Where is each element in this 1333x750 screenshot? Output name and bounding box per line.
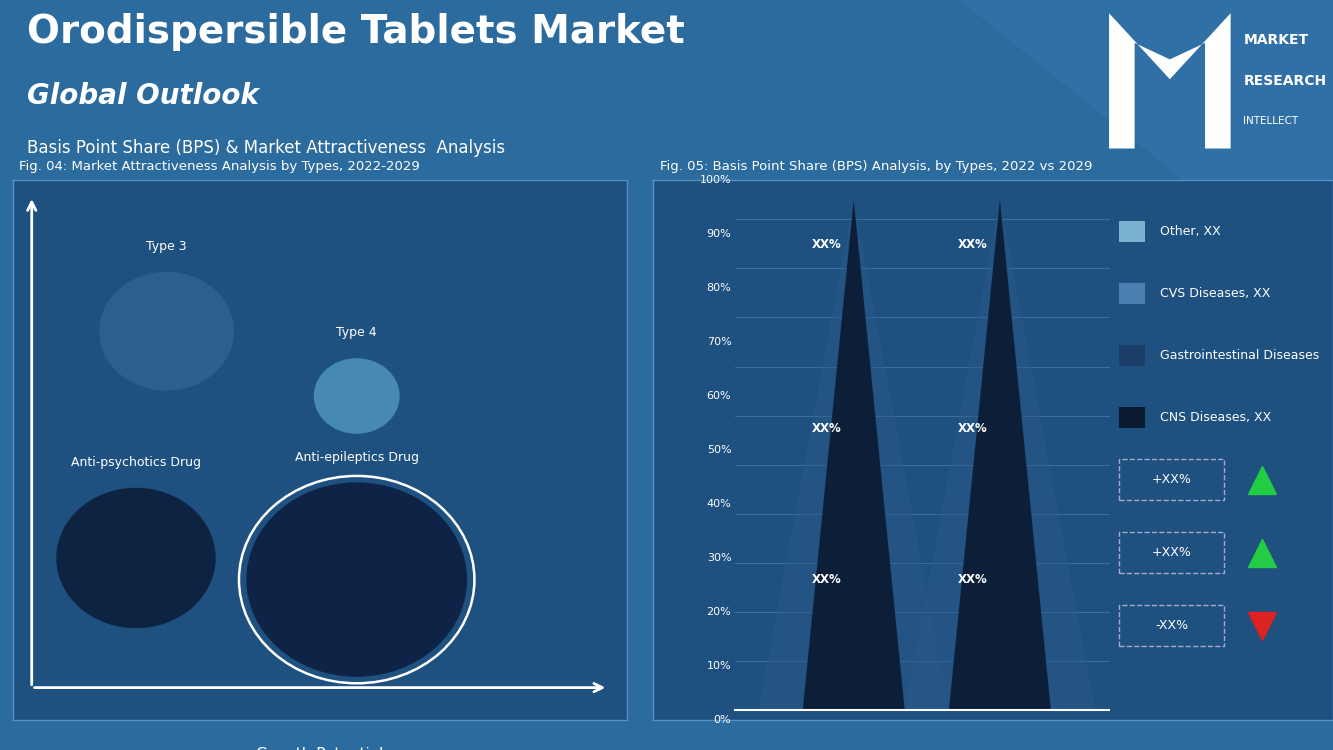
Text: Type 3: Type 3 xyxy=(147,240,187,253)
Text: Gastrointestinal Diseases: Gastrointestinal Diseases xyxy=(1160,349,1318,362)
Text: -XX%: -XX% xyxy=(1154,619,1188,632)
Text: +XX%: +XX% xyxy=(1152,473,1192,486)
Bar xyxy=(1118,221,1145,242)
Text: 10%: 10% xyxy=(706,661,732,671)
Polygon shape xyxy=(758,200,949,710)
Polygon shape xyxy=(960,0,1333,300)
Circle shape xyxy=(247,482,467,676)
Polygon shape xyxy=(949,200,1050,710)
Bar xyxy=(1118,284,1145,304)
Text: XX%: XX% xyxy=(958,573,988,586)
Text: XX%: XX% xyxy=(812,573,841,586)
Bar xyxy=(1118,345,1145,366)
Text: Anti-psychotics Drug: Anti-psychotics Drug xyxy=(71,456,201,469)
Bar xyxy=(1118,407,1145,428)
Text: Other, XX: Other, XX xyxy=(1160,225,1221,238)
Text: Orodispersible Tablets Market: Orodispersible Tablets Market xyxy=(27,13,684,51)
Text: RESEARCH: RESEARCH xyxy=(1244,74,1326,88)
Text: XX%: XX% xyxy=(812,422,841,435)
Text: 90%: 90% xyxy=(706,229,732,239)
Polygon shape xyxy=(1109,13,1230,149)
Text: 100%: 100% xyxy=(700,175,732,185)
Text: Basis Point Share (BPS) & Market Attractiveness  Analysis: Basis Point Share (BPS) & Market Attract… xyxy=(27,139,505,157)
Text: 0%: 0% xyxy=(713,715,732,725)
Text: XX%: XX% xyxy=(812,238,841,251)
Text: MARKET: MARKET xyxy=(1244,33,1309,47)
Circle shape xyxy=(56,488,216,628)
Text: +XX%: +XX% xyxy=(1152,546,1192,559)
Text: XX%: XX% xyxy=(958,422,988,435)
Text: 20%: 20% xyxy=(706,607,732,617)
Text: Fig. 05: Basis Point Share (BPS) Analysis, by Types, 2022 vs 2029: Fig. 05: Basis Point Share (BPS) Analysi… xyxy=(660,160,1092,173)
Text: 70%: 70% xyxy=(706,337,732,347)
Text: 40%: 40% xyxy=(706,499,732,509)
Text: Anti-epileptics Drug: Anti-epileptics Drug xyxy=(295,451,419,464)
Text: XX%: XX% xyxy=(958,238,988,251)
Polygon shape xyxy=(905,200,1096,710)
Text: CNS Diseases, XX: CNS Diseases, XX xyxy=(1160,411,1270,424)
Text: INTELLECT: INTELLECT xyxy=(1244,116,1298,125)
Circle shape xyxy=(99,272,235,391)
Text: Global Outlook: Global Outlook xyxy=(27,82,259,110)
Text: 30%: 30% xyxy=(706,553,732,563)
Text: 50%: 50% xyxy=(706,445,732,455)
Text: 60%: 60% xyxy=(706,391,732,401)
Text: Type 4: Type 4 xyxy=(336,326,377,339)
Text: CVS Diseases, XX: CVS Diseases, XX xyxy=(1160,287,1270,300)
Polygon shape xyxy=(802,200,905,710)
Text: 80%: 80% xyxy=(706,283,732,293)
Circle shape xyxy=(313,358,400,434)
Text: Growth Potential: Growth Potential xyxy=(256,747,384,750)
Text: Fig. 04: Market Attractiveness Analysis by Types, 2022-2029: Fig. 04: Market Attractiveness Analysis … xyxy=(20,160,420,173)
